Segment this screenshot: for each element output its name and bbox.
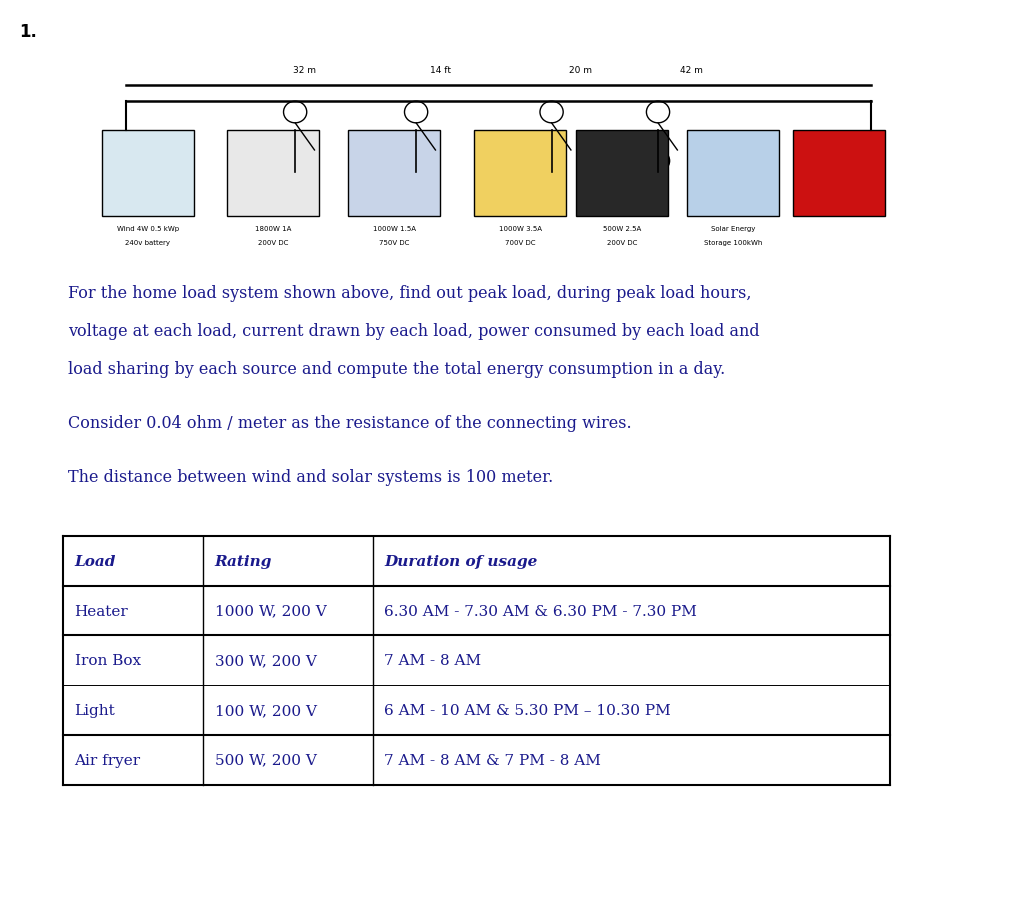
- Text: Duration of usage: Duration of usage: [384, 554, 538, 568]
- Text: 750V DC: 750V DC: [379, 240, 410, 247]
- Text: Heater: Heater: [75, 604, 128, 618]
- Text: 1000W 3.5A: 1000W 3.5A: [499, 226, 542, 232]
- FancyBboxPatch shape: [687, 131, 779, 217]
- FancyBboxPatch shape: [348, 131, 440, 217]
- Text: 7 AM - 8 AM: 7 AM - 8 AM: [384, 654, 481, 667]
- Text: Wind 4W 0.5 kWp: Wind 4W 0.5 kWp: [117, 226, 178, 232]
- Text: Storage 100kWh: Storage 100kWh: [703, 240, 762, 247]
- Text: voltage at each load, current drawn by each load, power consumed by each load an: voltage at each load, current drawn by e…: [68, 322, 760, 340]
- Text: 200V DC: 200V DC: [606, 240, 637, 247]
- Text: 100 W, 200 V: 100 W, 200 V: [215, 703, 316, 717]
- Text: Light: Light: [75, 703, 116, 717]
- Text: 1000W 1.5A: 1000W 1.5A: [373, 226, 416, 232]
- Text: The distance between wind and solar systems is 100 meter.: The distance between wind and solar syst…: [68, 469, 553, 486]
- Text: 200V DC: 200V DC: [258, 240, 289, 247]
- Text: 20 m: 20 m: [569, 66, 592, 75]
- FancyBboxPatch shape: [227, 131, 319, 217]
- Text: Solar Energy: Solar Energy: [711, 226, 756, 232]
- Text: 300 W, 200 V: 300 W, 200 V: [215, 654, 316, 667]
- Text: Rating: Rating: [215, 554, 272, 568]
- Text: 1.: 1.: [19, 23, 37, 41]
- FancyBboxPatch shape: [575, 131, 668, 217]
- Text: 1000 W, 200 V: 1000 W, 200 V: [215, 604, 327, 618]
- FancyBboxPatch shape: [101, 131, 194, 217]
- Text: 42 m: 42 m: [681, 66, 703, 75]
- FancyBboxPatch shape: [794, 131, 886, 217]
- FancyBboxPatch shape: [474, 131, 566, 217]
- Text: 32 m: 32 m: [293, 66, 316, 75]
- Text: Load: Load: [75, 554, 116, 568]
- Text: 240v battery: 240v battery: [125, 240, 170, 247]
- Text: For the home load system shown above, find out peak load, during peak load hours: For the home load system shown above, fi…: [68, 284, 752, 302]
- Text: 7 AM - 8 AM & 7 PM - 8 AM: 7 AM - 8 AM & 7 PM - 8 AM: [384, 753, 601, 767]
- Text: load sharing by each source and compute the total energy consumption in a day.: load sharing by each source and compute …: [68, 360, 725, 377]
- Text: 6 AM - 10 AM & 5.30 PM – 10.30 PM: 6 AM - 10 AM & 5.30 PM – 10.30 PM: [384, 703, 671, 717]
- Text: 500 W, 200 V: 500 W, 200 V: [215, 753, 316, 767]
- Text: 6.30 AM - 7.30 AM & 6.30 PM - 7.30 PM: 6.30 AM - 7.30 AM & 6.30 PM - 7.30 PM: [384, 604, 697, 618]
- Text: 500W 2.5A: 500W 2.5A: [602, 226, 641, 232]
- Text: 700V DC: 700V DC: [505, 240, 536, 247]
- Text: 1800W 1A: 1800W 1A: [255, 226, 292, 232]
- Text: 14 ft: 14 ft: [430, 66, 451, 75]
- Text: Air fryer: Air fryer: [75, 753, 140, 767]
- Text: Iron Box: Iron Box: [75, 654, 140, 667]
- Text: Consider 0.04 ohm / meter as the resistance of the connecting wires.: Consider 0.04 ohm / meter as the resista…: [68, 414, 632, 432]
